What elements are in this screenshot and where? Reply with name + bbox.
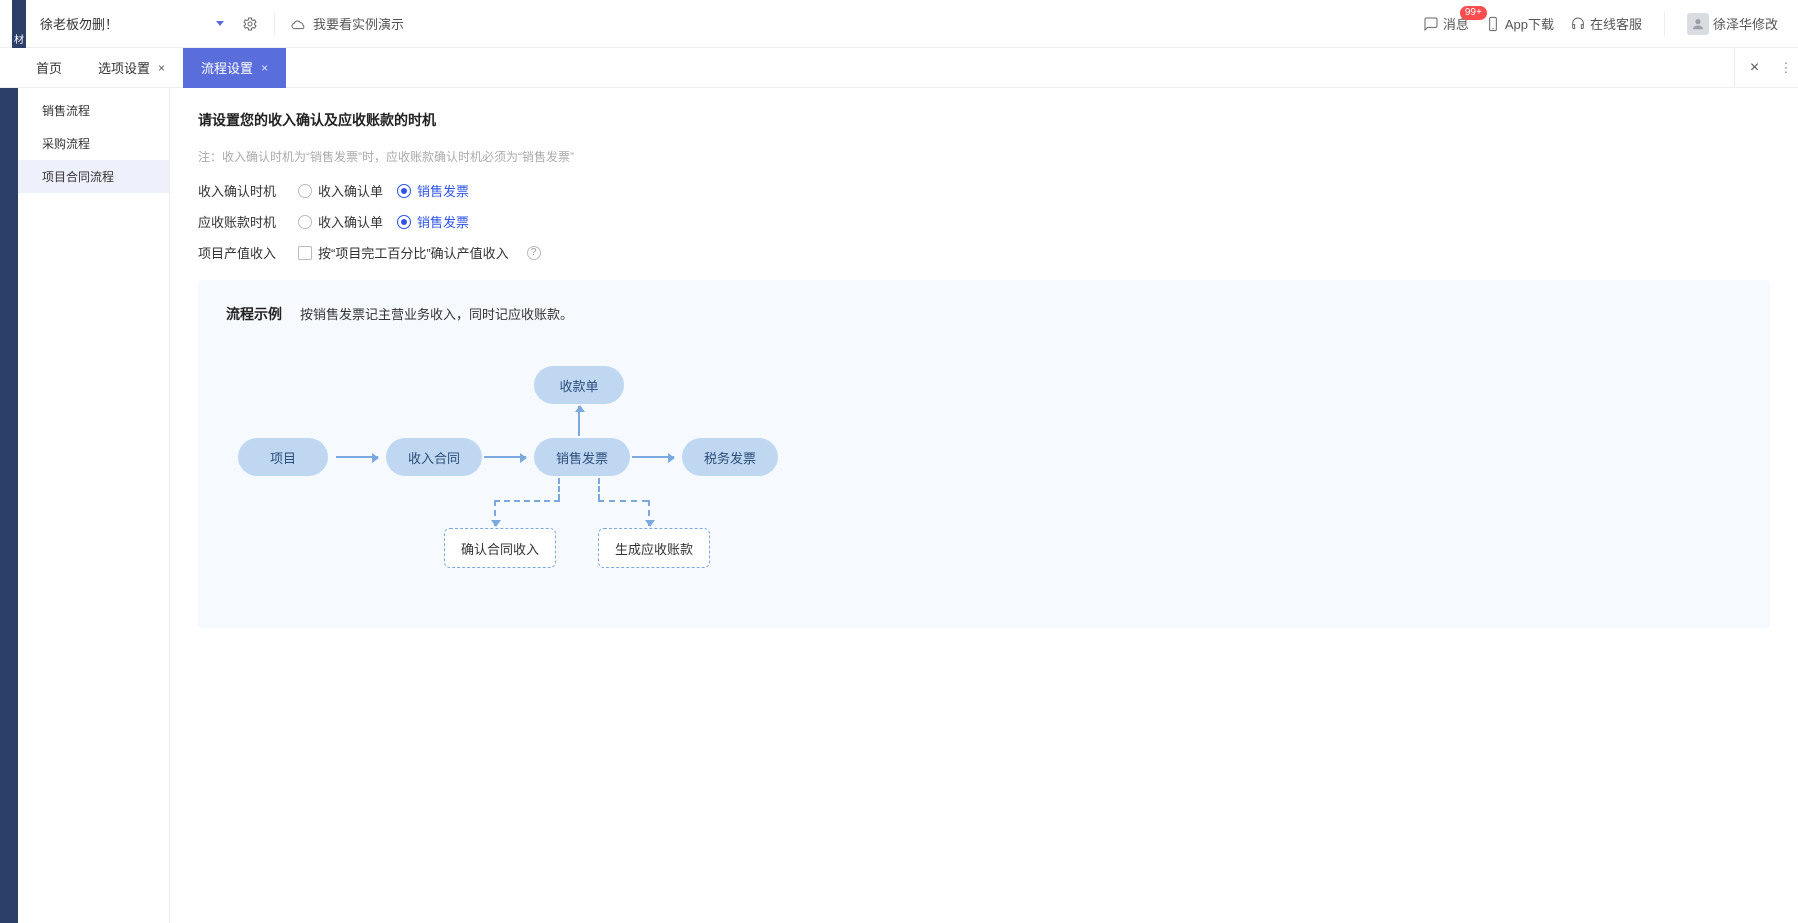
tab-label: 首页 — [36, 58, 62, 77]
left-rail — [0, 88, 18, 923]
dashed-arrow-down — [648, 500, 650, 526]
dashed-line — [494, 500, 560, 502]
demo-link-label: 我要看实例演示 — [313, 14, 404, 33]
radio-dot — [298, 184, 312, 198]
tab-label: 流程设置 — [201, 58, 253, 77]
form-row-ar-timing: 应收账款时机 收入确认单 销售发票 — [198, 212, 1770, 231]
form-row-income-confirm: 收入确认时机 收入确认单 销售发票 — [198, 181, 1770, 200]
node-receipt: 收款单 — [534, 366, 624, 404]
flow-diagram: 项目 收入合同 销售发票 税务发票 收款单确认合同收入 生成应收账款 — [226, 348, 1742, 588]
cloud-icon — [291, 16, 307, 32]
header-right: 消息 99+ App下载 在线客服 徐泽华修改 — [1423, 12, 1786, 36]
radio-income-confirm-doc[interactable]: 收入确认单 — [298, 181, 383, 200]
radio-sales-invoice[interactable]: 销售发票 — [397, 212, 469, 231]
top-bar: 徐老板勿删！ 我要看实例演示 消息 99+ App下载 — [0, 0, 1798, 48]
radio-dot — [397, 184, 411, 198]
flow-example-panel: 流程示例 按销售发票记主营业务收入，同时记应收账款。 项目 收入合同 销售发票 税务发… — [198, 280, 1770, 628]
support-button[interactable]: 在线客服 — [1570, 14, 1642, 33]
radio-label: 收入确认单 — [318, 181, 383, 200]
radio-label: 收入确认单 — [318, 212, 383, 231]
more-tabs-button[interactable]: ⋮ — [1774, 48, 1798, 88]
dashed-line — [558, 478, 560, 500]
row-label: 收入确认时机 — [198, 181, 284, 200]
arrow — [336, 456, 378, 458]
sidebar: 销售流程 采购流程 项目合同流程 — [18, 88, 170, 923]
radio-dot — [397, 215, 411, 229]
checkbox-box — [298, 246, 312, 260]
node-ar: 生成应收账款 — [598, 528, 710, 568]
flow-header: 流程示例 按销售发票记主营业务收入，同时记应收账款。 — [226, 304, 1742, 324]
phone-icon — [1485, 16, 1501, 32]
checkbox-percent-complete[interactable]: 按“项目完工百分比”确认产值收入 — [298, 243, 509, 262]
left-side-stub — [12, 0, 26, 48]
message-badge: 99+ — [1460, 6, 1487, 20]
arrow — [632, 456, 674, 458]
checkbox-label: 按“项目完工百分比”确认产值收入 — [318, 243, 509, 262]
divider — [1664, 12, 1665, 36]
divider — [274, 12, 275, 36]
dashed-arrow-down — [494, 500, 496, 526]
settings-gear-button[interactable] — [232, 0, 268, 48]
radio-income-confirm-doc[interactable]: 收入确认单 — [298, 212, 383, 231]
section-title: 请设置您的收入确认及应收账款的时机 — [198, 110, 1770, 130]
app-label: App下载 — [1505, 14, 1554, 33]
flow-description: 按销售发票记主营业务收入，同时记应收账款。 — [300, 304, 573, 323]
tab-flow-settings[interactable]: 流程设置 × — [183, 48, 286, 88]
radio-label: 销售发票 — [417, 212, 469, 231]
app-download-button[interactable]: App下载 — [1485, 14, 1554, 33]
close-all-tabs-button[interactable]: × — [1734, 48, 1774, 88]
support-label: 在线客服 — [1590, 14, 1642, 33]
dashed-line — [598, 500, 648, 502]
company-name: 徐老板勿删！ — [40, 14, 208, 33]
dashed-line — [598, 478, 600, 500]
user-name: 徐泽华修改 — [1713, 14, 1778, 33]
content: 请设置您的收入确认及应收账款的时机 注：收入确认时机为“销售发票”时，应收账款确… — [170, 88, 1798, 923]
chevron-down-icon — [216, 21, 224, 26]
tab-label: 选项设置 — [98, 58, 150, 77]
node-tax: 税务发票 — [682, 438, 778, 476]
close-icon[interactable]: × — [158, 61, 165, 75]
node-income: 收入合同 — [386, 438, 482, 476]
company-dropdown[interactable]: 徐老板勿删！ — [32, 14, 232, 33]
tabs-row: 首页 选项设置 × 流程设置 × × ⋮ — [0, 48, 1798, 88]
arrow-up — [578, 406, 580, 436]
radio-sales-invoice[interactable]: 销售发票 — [397, 181, 469, 200]
user-menu[interactable]: 徐泽华修改 — [1687, 13, 1778, 35]
help-icon[interactable]: ? — [527, 246, 541, 260]
demo-link[interactable]: 我要看实例演示 — [281, 0, 414, 48]
form-row-project-value: 项目产值收入 按“项目完工百分比”确认产值收入 ? — [198, 243, 1770, 262]
radio-dot — [298, 215, 312, 229]
avatar-icon — [1687, 13, 1709, 35]
arrow — [484, 456, 526, 458]
sidebar-item-sales[interactable]: 销售流程 — [18, 94, 169, 127]
radio-label: 销售发票 — [417, 181, 469, 200]
note-text: 注：收入确认时机为“销售发票”时，应收账款确认时机必须为“销售发票” — [198, 148, 1770, 165]
sidebar-item-project-contract[interactable]: 项目合同流程 — [18, 160, 169, 193]
flow-title: 流程示例 — [226, 304, 282, 324]
row-label: 项目产值收入 — [198, 243, 284, 262]
node-confirm: 确认合同收入 — [444, 528, 556, 568]
tab-options[interactable]: 选项设置 × — [80, 48, 183, 88]
headset-icon — [1570, 16, 1586, 32]
node-project: 项目 — [238, 438, 328, 476]
body: 销售流程 采购流程 项目合同流程 请设置您的收入确认及应收账款的时机 注：收入确… — [0, 88, 1798, 923]
gear-icon — [242, 16, 258, 32]
tab-home[interactable]: 首页 — [18, 48, 80, 88]
message-icon — [1423, 16, 1439, 32]
node-invoice: 销售发票 — [534, 438, 630, 476]
sidebar-item-purchase[interactable]: 采购流程 — [18, 127, 169, 160]
row-label: 应收账款时机 — [198, 212, 284, 231]
messages-button[interactable]: 消息 99+ — [1423, 14, 1469, 33]
close-icon[interactable]: × — [261, 61, 268, 75]
